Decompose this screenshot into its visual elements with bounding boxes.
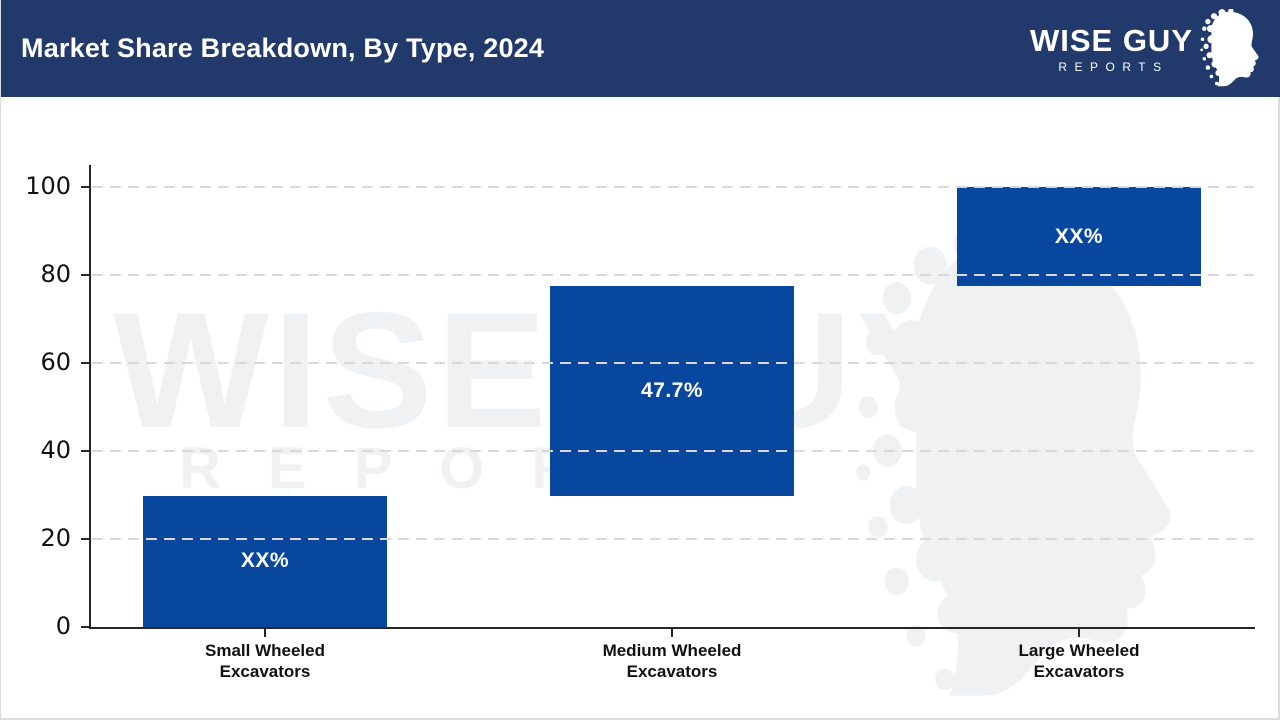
- y-tick-mark-80: [81, 274, 90, 276]
- gridline-60: [92, 362, 1254, 364]
- logo-face-icon: [1200, 8, 1259, 86]
- logo-subtext: REPORTS: [1058, 59, 1169, 74]
- x-tick-mark-1: [264, 629, 266, 637]
- x-tick-mark-3: [1078, 629, 1080, 637]
- y-tick-label-20: 20: [40, 524, 71, 552]
- bar-value-label-2: 47.7%: [640, 378, 704, 402]
- bar-segment-3: XX%: [957, 187, 1201, 286]
- y-tick-mark-20: [81, 538, 90, 540]
- x-tick-mark-2: [671, 629, 673, 637]
- y-tick-mark-0: [81, 626, 90, 628]
- x-tick-label-2: Medium Wheeled Excavators: [602, 641, 742, 681]
- y-tick-mark-100: [81, 186, 90, 188]
- x-tick-label-1: Small Wheeled Excavators: [205, 641, 325, 681]
- y-tick-label-40: 40: [40, 436, 71, 464]
- header: Market Share Breakdown, By Type, 2024 WI…: [1, 0, 1280, 97]
- logo-wordmark-block: WISE GUY REPORTS: [1030, 25, 1193, 73]
- brand-logo: WISE GUY REPORTS: [1030, 8, 1261, 89]
- gridline-100: [92, 186, 1254, 188]
- bar-segment-1: XX%: [143, 495, 387, 627]
- y-tick-mark-40: [81, 450, 90, 452]
- x-tick-label-3: Large Wheeled Excavators: [1018, 641, 1140, 681]
- bar-value-label-3: XX%: [1054, 224, 1104, 248]
- y-tick-label-60: 60: [40, 348, 71, 376]
- logo-wordmark: WISE GUY: [1029, 22, 1193, 58]
- watermark-face-icon: [856, 222, 1171, 696]
- bar-value-label-1: XX%: [240, 549, 290, 573]
- y-tick-label-100: 100: [25, 172, 71, 200]
- y-axis-line: [89, 165, 91, 629]
- x-axis-line: [89, 627, 1255, 629]
- gridline-80: [92, 274, 1254, 276]
- page-title: Market Share Breakdown, By Type, 2024: [21, 33, 545, 63]
- watermark-wordmark: WISE GUY: [113, 278, 971, 462]
- bar-segment-2: 47.7%: [550, 286, 794, 496]
- y-tick-label-80: 80: [40, 260, 71, 288]
- gridline-40: [92, 450, 1254, 452]
- gridline-20: [92, 538, 1254, 540]
- y-tick-mark-60: [81, 362, 90, 364]
- y-tick-label-0: 0: [55, 612, 71, 640]
